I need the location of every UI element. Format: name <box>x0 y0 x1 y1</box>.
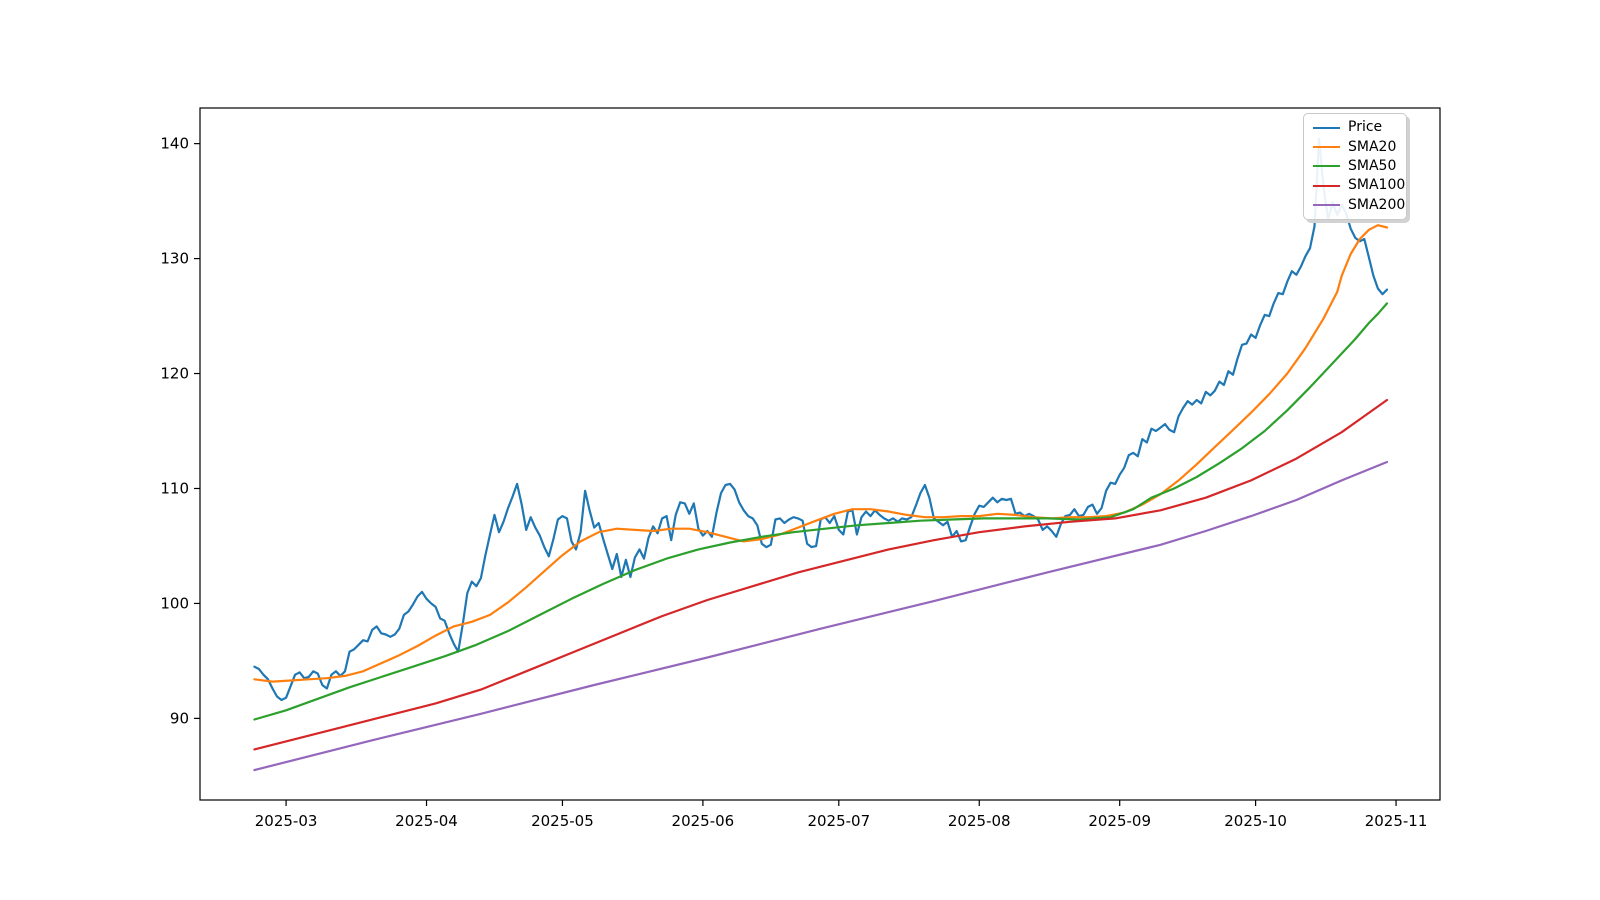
series-line-sma200 <box>253 460 1389 772</box>
legend-item-sma50: SMA50 <box>1313 157 1398 176</box>
series-line-sma20 <box>253 224 1389 683</box>
legend-item-price: Price <box>1313 118 1398 137</box>
legend-label-sma200: SMA200 <box>1348 196 1406 213</box>
y-tick-label: 120 <box>160 365 189 383</box>
legend-item-sma100: SMA100 <box>1313 176 1405 195</box>
legend-line-sample-price <box>1313 126 1340 129</box>
x-tick-label: 2025-08 <box>948 812 1011 830</box>
y-tick-label: 140 <box>160 135 189 153</box>
x-tick-label: 2025-10 <box>1224 812 1287 830</box>
legend-line-sample-sma200 <box>1313 204 1340 207</box>
x-tick-label: 2025-03 <box>255 812 318 830</box>
x-tick-label: 2025-09 <box>1088 812 1151 830</box>
x-tick-label: 2025-06 <box>672 812 735 830</box>
legend-label-sma100: SMA100 <box>1348 177 1406 194</box>
legend-item-sma200: SMA200 <box>1313 196 1405 215</box>
y-tick-label: 110 <box>160 479 189 497</box>
x-tick-label: 2025-04 <box>395 812 458 830</box>
y-tick-label: 100 <box>160 594 189 612</box>
y-tick-label: 130 <box>160 250 189 268</box>
legend-item-sma20: SMA20 <box>1313 138 1398 157</box>
series-line-sma100 <box>253 398 1389 751</box>
y-tick-label: 90 <box>170 709 189 727</box>
x-tick-label: 2025-05 <box>531 812 594 830</box>
series-line-sma50 <box>253 302 1389 721</box>
x-tick-label: 2025-07 <box>807 812 870 830</box>
series-line-price <box>253 137 1389 702</box>
legend-label-sma50: SMA50 <box>1348 157 1397 174</box>
legend-line-sample-sma50 <box>1313 165 1340 168</box>
legend-label-sma20: SMA20 <box>1348 138 1397 155</box>
legend: Price SMA20 SMA50 SMA100 SMA200 <box>1303 113 1407 220</box>
plot-border <box>199 107 1441 801</box>
x-tick-label: 2025-11 <box>1365 812 1428 830</box>
legend-line-sample-sma100 <box>1313 184 1340 187</box>
legend-label-price: Price <box>1348 119 1383 136</box>
legend-line-sample-sma20 <box>1313 146 1340 149</box>
